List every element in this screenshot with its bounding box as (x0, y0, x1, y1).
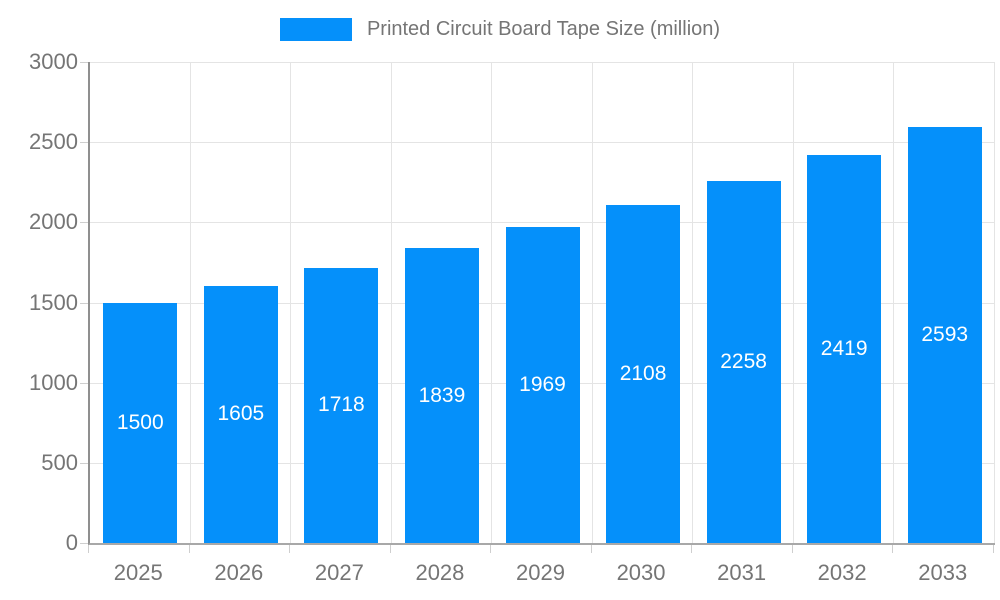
v-gridline (893, 62, 895, 543)
x-tick-mark (791, 545, 793, 553)
y-tick-mark (80, 62, 88, 63)
bar-value-label: 2108 (619, 362, 667, 385)
y-tick-label: 0 (65, 530, 78, 555)
x-tick-label: 2029 (516, 560, 565, 585)
y-tick-label: 500 (41, 449, 78, 475)
bar-2030 (606, 205, 681, 543)
x-tick-mark (490, 545, 492, 553)
x-tick-label: 2025 (113, 560, 163, 585)
x-tick-label: 2026 (214, 560, 264, 585)
v-gridline (994, 62, 995, 543)
bar-value-label: 2593 (921, 323, 969, 347)
y-tick-mark (80, 142, 88, 144)
legend-label: Printed Circuit Board Tape Size (million… (366, 18, 721, 40)
plot-area: 1500 1605 1718 1839 1969 2108 2258 2419 2593 (88, 62, 995, 545)
y-tick-label: 3000 (29, 49, 78, 74)
bar-value-label: 1605 (217, 402, 265, 426)
v-gridline (290, 62, 292, 543)
bar-2031 (706, 180, 781, 543)
v-gridline (491, 62, 493, 543)
x-tick-label: 2032 (817, 560, 867, 585)
x-tick-label: 2027 (314, 560, 364, 585)
h-gridline (90, 222, 995, 224)
chart-legend[interactable]: Printed Circuit Board Tape Size (million… (0, 18, 1000, 41)
bar-value-label: 1969 (519, 373, 566, 397)
v-gridline (792, 62, 794, 543)
bar-value-label: 2419 (820, 337, 868, 361)
v-gridline (189, 62, 191, 543)
x-tick-mark (590, 545, 592, 553)
bar-2027 (304, 267, 379, 543)
x-tick-label: 2031 (717, 560, 767, 585)
x-tick-label: 2028 (415, 560, 465, 585)
bar-2029 (505, 227, 580, 543)
bar-2028 (404, 248, 479, 543)
v-gridline (692, 62, 694, 543)
x-tick-label: 2033 (918, 560, 968, 585)
y-tick-mark (80, 543, 88, 544)
x-tick-mark (892, 545, 894, 553)
v-gridline (591, 62, 593, 543)
bar-value-label: 1839 (418, 383, 466, 407)
bar-value-label: 2258 (720, 349, 767, 373)
x-tick-mark (389, 545, 391, 553)
h-gridline (90, 62, 995, 63)
y-tick-label: 2000 (29, 209, 78, 235)
h-gridline (90, 142, 995, 144)
bar-2026 (203, 285, 278, 543)
x-tick-mark (289, 545, 291, 553)
x-tick-mark (188, 545, 190, 553)
y-tick-mark (80, 382, 88, 384)
y-tick-label: 1500 (29, 289, 78, 315)
bar-2025 (103, 302, 178, 543)
x-tick-label: 2030 (616, 560, 666, 585)
y-tick-mark (80, 222, 88, 224)
x-tick-mark (88, 545, 89, 553)
bar-value-label: 1718 (318, 393, 365, 417)
y-tick-mark (80, 462, 88, 464)
legend-swatch-icon (279, 18, 352, 41)
y-tick-mark (80, 302, 88, 304)
bar-value-label: 1500 (116, 410, 164, 434)
bar-2033 (907, 127, 982, 543)
x-tick-mark (993, 545, 994, 553)
x-tick-mark (691, 545, 693, 553)
bar-2032 (807, 155, 882, 543)
y-tick-label: 2500 (29, 129, 78, 155)
y-tick-label: 1000 (29, 369, 78, 395)
v-gridline (390, 62, 392, 543)
